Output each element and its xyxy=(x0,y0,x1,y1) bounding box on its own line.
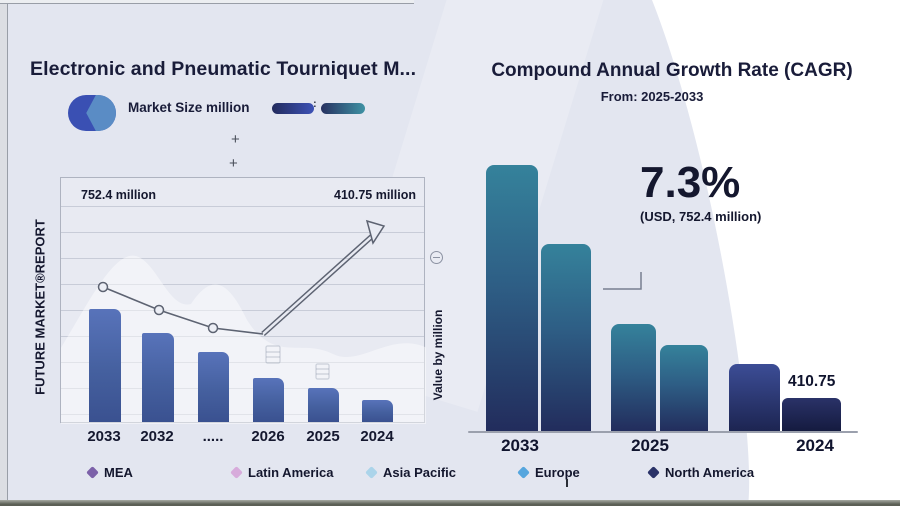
cagr-subtitle: From: 2025-2033 xyxy=(600,89,704,104)
legend-item-mea: MEA xyxy=(86,465,133,480)
watermark-brand-label: FUTURE MARKET®REPORT xyxy=(32,219,48,395)
left-annotation-end: 410.75 million xyxy=(334,188,416,202)
legend-item-asia-pacific: Asia Pacific xyxy=(365,465,456,480)
x-label: 2033 xyxy=(501,436,539,455)
x-label: 2025 xyxy=(631,436,669,455)
right-bar-2025-back xyxy=(660,345,708,432)
diamond-icon xyxy=(647,466,660,479)
diamond-icon xyxy=(230,466,243,479)
legend-item-latin-america: Latin America xyxy=(230,465,334,480)
left-bar-2032 xyxy=(142,333,174,422)
left-bar-2026 xyxy=(253,378,284,422)
plus-icon: + xyxy=(231,131,240,148)
legend-label: Asia Pacific xyxy=(383,465,456,480)
pill-dark-icon xyxy=(272,103,314,114)
diamond-icon xyxy=(517,466,530,479)
tick-mark xyxy=(566,479,568,487)
page-title: Electronic and Pneumatic Tourniquet M... xyxy=(30,58,417,80)
x-label: 2033 xyxy=(87,428,121,445)
left-bar-dots xyxy=(198,352,229,422)
x-label: 2026 xyxy=(251,428,285,445)
x-label: 2032 xyxy=(140,428,174,445)
frame-top-line xyxy=(0,0,414,4)
legend-item-europe: Europe xyxy=(517,465,580,480)
cagr-caption: (USD, 752.4 million) xyxy=(640,209,762,224)
right-bar-2025-front xyxy=(611,324,656,432)
x-label: 2024 xyxy=(360,428,394,445)
trend-line-and-arrow xyxy=(97,219,386,337)
right-bar-2024-back xyxy=(782,398,841,432)
logo-chevron-icon xyxy=(86,95,116,131)
cagr-value: 7.3% xyxy=(640,158,741,207)
left-bar-2024 xyxy=(362,400,393,422)
growth-arrow-icon xyxy=(365,219,386,245)
legend-label: Latin America xyxy=(248,465,334,480)
right-bar-2033-front xyxy=(486,165,538,432)
legend-item-north-america: North America xyxy=(647,465,755,480)
legend-label: Europe xyxy=(535,465,580,480)
legend-label: North America xyxy=(665,465,755,480)
diamond-icon xyxy=(86,466,99,479)
x-label: ..... xyxy=(202,428,224,445)
left-chart-panel: 752.4 million 410.75 million xyxy=(60,177,426,424)
left-bar-2025 xyxy=(308,388,339,422)
legend-label: MEA xyxy=(104,465,133,480)
grid-watermark-icon xyxy=(265,345,330,380)
value-callout: 410.75 xyxy=(788,373,836,390)
cagr-title: Compound Annual Growth Rate (CAGR) xyxy=(491,60,853,81)
colon-separator: : xyxy=(313,98,317,110)
right-bar-2024-front xyxy=(729,364,780,432)
plus-icon: + xyxy=(229,155,238,172)
x-label: 2024 xyxy=(796,436,834,455)
x-axis-line xyxy=(468,431,858,433)
step-line-icon xyxy=(603,272,642,290)
left-annotation-start: 752.4 million xyxy=(81,188,157,202)
frame-left-strip xyxy=(0,0,8,506)
left-bar-2033 xyxy=(89,309,121,422)
minus-circle-icon xyxy=(430,251,443,264)
y-axis-label: Value by million xyxy=(431,309,445,401)
diamond-icon xyxy=(365,466,378,479)
market-size-label: Market Size million xyxy=(128,100,250,115)
logo-capsule-icon xyxy=(68,95,116,131)
frame-bottom-band xyxy=(0,500,900,506)
right-bar-2033-back xyxy=(541,244,591,432)
pill-teal-icon xyxy=(321,103,365,114)
x-label: 2025 xyxy=(306,428,340,445)
